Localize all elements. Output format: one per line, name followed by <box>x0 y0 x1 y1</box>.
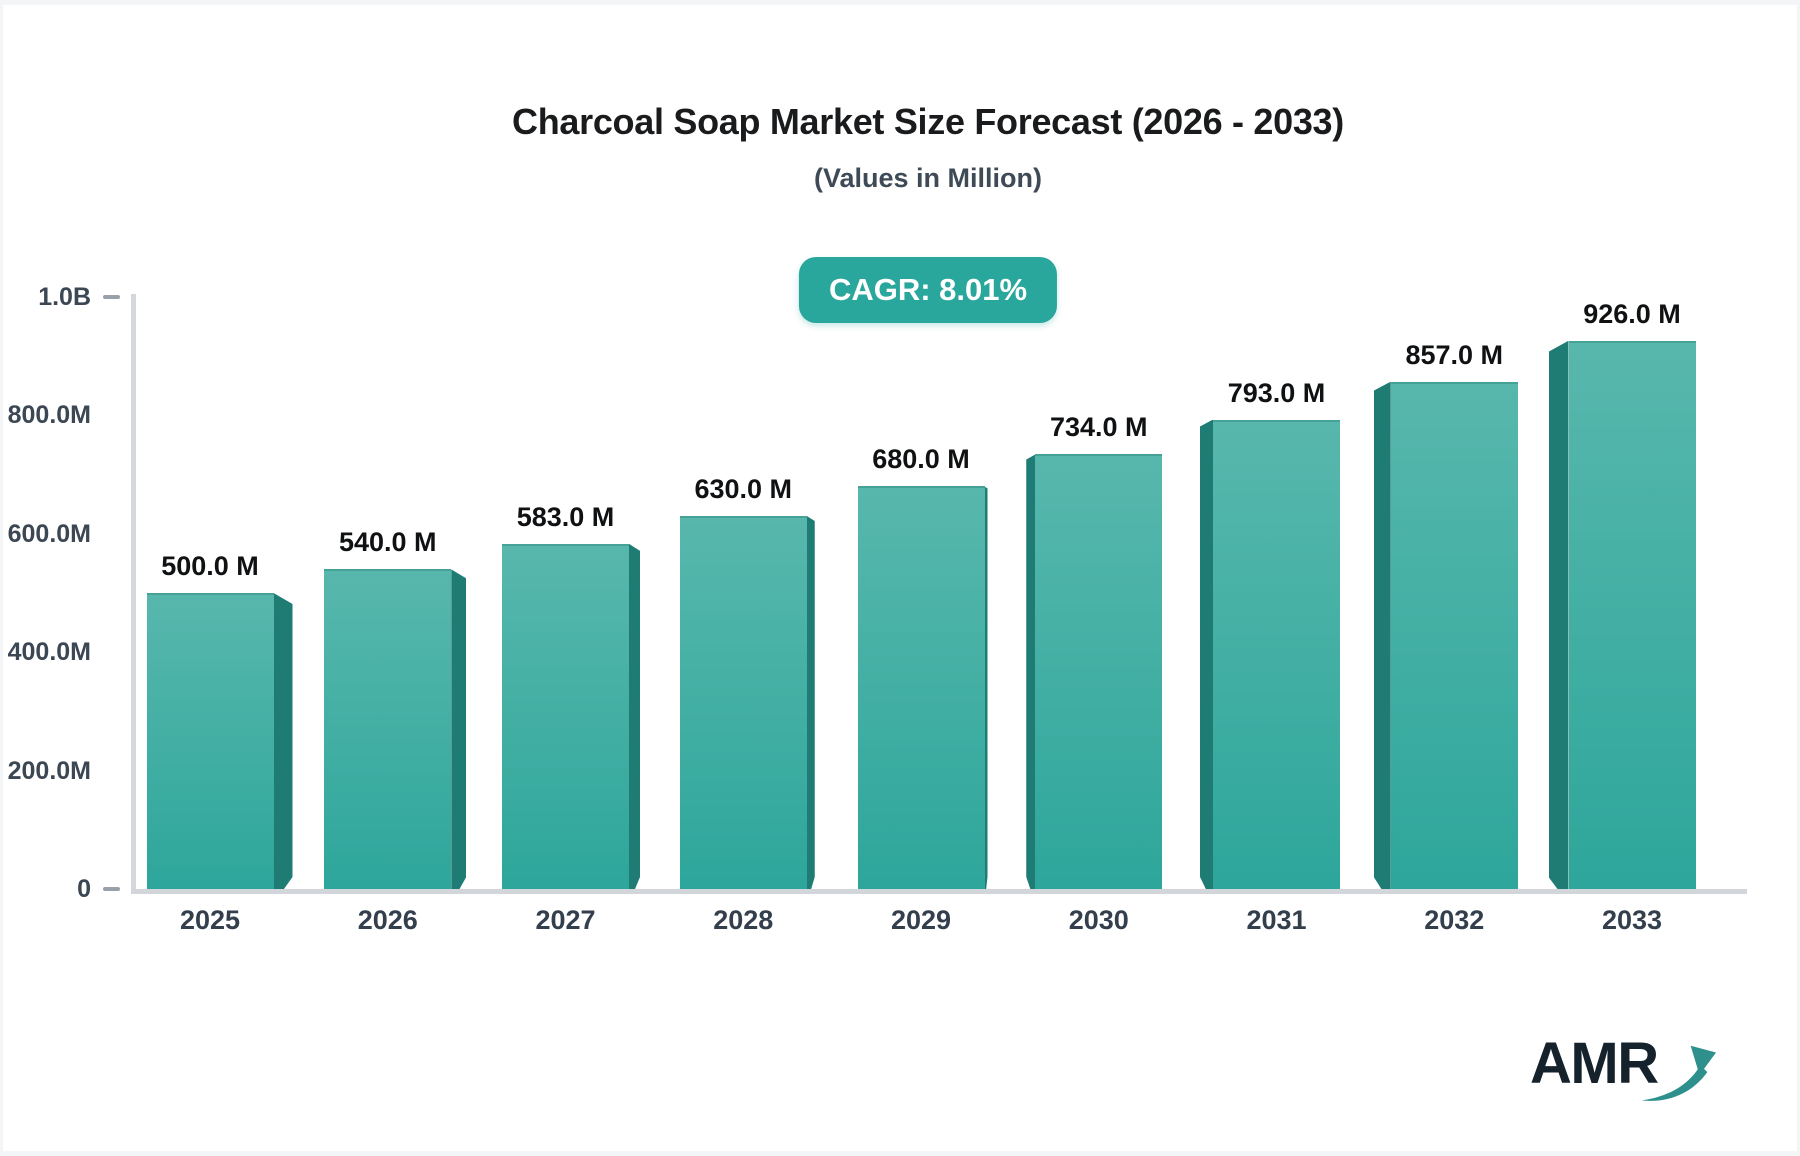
bar-value-label: 857.0 M <box>1405 339 1504 370</box>
bar-side-2030 <box>1026 454 1035 889</box>
bar-value-label: 926.0 M <box>1583 298 1681 329</box>
bar-value-label: 500.0 M <box>161 551 259 581</box>
amr-logo: AMR <box>1530 1035 1718 1107</box>
bar-side-2025 <box>274 593 293 889</box>
y-axis-label-0: 0 <box>77 875 91 903</box>
bar-value-label: 793.0 M <box>1227 377 1326 408</box>
x-axis-label-2030: 2030 <box>1068 905 1129 935</box>
y-axis-label-600.0M: 600.0M <box>7 519 91 548</box>
x-axis-label-2029: 2029 <box>890 905 952 935</box>
bar-side-2029 <box>985 486 988 889</box>
bar-side-2033 <box>1549 341 1569 889</box>
chart-card: Charcoal Soap Market Size Forecast (2026… <box>3 5 1797 1151</box>
y-axis-tick-dash <box>103 887 120 891</box>
y-axis-label-200.0M: 200.0M <box>7 756 91 785</box>
bar-face-2031 <box>1213 419 1340 889</box>
bar-face-2027 <box>502 543 629 889</box>
growth-arrow-icon <box>1641 1045 1716 1101</box>
x-axis-label-2031: 2031 <box>1246 905 1307 935</box>
bar-value-label: 583.0 M <box>516 501 615 532</box>
bar-face-2026 <box>324 569 452 889</box>
bar-value-label: 540.0 M <box>338 527 437 558</box>
bar-face-2028 <box>679 516 807 889</box>
bar-face-2030 <box>1035 454 1163 889</box>
x-axis-label-2026: 2026 <box>357 905 418 935</box>
amr-logo-text: AMR <box>1530 1031 1659 1096</box>
chart-subtitle: (Values in Million) <box>813 163 1043 193</box>
y-axis-label-800.0M: 800.0M <box>7 401 91 430</box>
bar-side-2026 <box>451 569 466 889</box>
x-axis-line <box>131 889 1747 894</box>
bar-face-2029 <box>857 486 985 889</box>
bar-side-2027 <box>629 544 640 889</box>
bar-value-label: 734.0 M <box>1049 412 1148 443</box>
y-axis-label-1.0B: 1.0B <box>38 283 91 311</box>
x-axis-label-2028: 2028 <box>713 905 774 935</box>
bar-face-2033 <box>1568 340 1696 889</box>
bar-value-label: 630.0 M <box>694 474 793 505</box>
bar-side-2028 <box>807 516 815 889</box>
y-axis-label-400.0M: 400.0M <box>7 638 91 667</box>
cagr-badge: CAGR: 8.01% <box>798 257 1058 323</box>
chart-title: Charcoal Soap Market Size Forecast (2026… <box>512 101 1344 142</box>
x-axis-label-2033: 2033 <box>1601 905 1663 935</box>
y-axis-tick-dash <box>103 295 120 299</box>
y-axis-line <box>131 294 136 894</box>
bar-side-2031 <box>1200 420 1213 889</box>
bar-chart-plot-area: 500.0 M 2025 540.0 M 2026 583.0 M 2027 630.0 M… <box>3 5 1797 1151</box>
bar-face-2025 <box>146 593 274 889</box>
x-axis-label-2027: 2027 <box>535 905 596 935</box>
x-axis-label-2025: 2025 <box>179 905 241 935</box>
bar-face-2032 <box>1390 381 1518 889</box>
bar-value-label: 680.0 M <box>872 444 970 475</box>
x-axis-label-2032: 2032 <box>1424 905 1485 935</box>
bar-side-2032 <box>1374 382 1391 889</box>
